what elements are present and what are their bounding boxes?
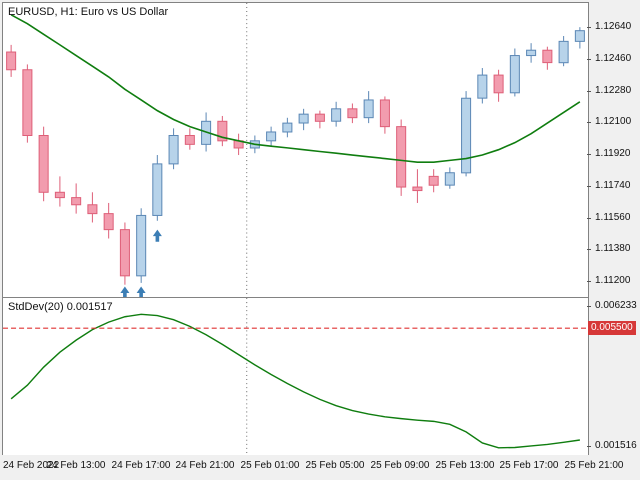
candle-body[interactable]	[444, 172, 455, 186]
price-tick	[587, 249, 591, 250]
price-tick	[587, 218, 591, 219]
price-label: 1.11200	[595, 275, 631, 286]
candle-body[interactable]	[347, 108, 358, 119]
candle-body[interactable]	[542, 49, 553, 64]
main-chart-plot[interactable]	[3, 3, 588, 299]
price-tick	[587, 281, 591, 282]
indicator-plot[interactable]	[3, 298, 588, 456]
candle-body[interactable]	[22, 69, 33, 136]
main-price-axis[interactable]: 1.12640 1.12460 1.12280 1.12100 1.11920 1.117…	[587, 2, 640, 297]
candle-body[interactable]	[266, 131, 277, 142]
candle-body[interactable]	[428, 175, 439, 186]
candle-body[interactable]	[54, 191, 65, 199]
level-price-badge[interactable]: 0.005500	[588, 321, 636, 335]
price-label: 1.12280	[595, 85, 632, 96]
price-tick	[587, 186, 591, 187]
candle-body[interactable]	[412, 186, 423, 192]
value-tick	[587, 446, 591, 447]
time-label: 25 Feb 21:00	[564, 460, 624, 471]
price-label: 1.11740	[595, 180, 631, 191]
candle-body[interactable]	[558, 40, 569, 64]
moving-average-line[interactable]	[10, 14, 581, 163]
price-label: 1.12460	[595, 53, 632, 64]
value-tick	[587, 306, 591, 307]
candle-body[interactable]	[379, 99, 390, 128]
candle-body[interactable]	[119, 229, 130, 277]
price-label: 1.11380	[595, 243, 631, 254]
price-tick	[587, 59, 591, 60]
candle-body[interactable]	[184, 134, 195, 145]
candle-body[interactable]	[87, 204, 98, 215]
candle-body[interactable]	[298, 113, 309, 124]
time-label: 25 Feb 01:00	[240, 460, 300, 471]
price-label: 1.11560	[595, 212, 631, 223]
candle-body[interactable]	[331, 108, 342, 122]
time-label: 24 Feb 21:00	[175, 460, 235, 471]
candle-body[interactable]	[217, 120, 228, 142]
main-chart-panel[interactable]: EURUSD, H1: Euro vs US Dollar	[2, 2, 589, 300]
price-label: 1.12100	[595, 116, 632, 127]
time-label: 25 Feb 13:00	[435, 460, 495, 471]
price-tick	[587, 91, 591, 92]
candle-body[interactable]	[38, 134, 49, 193]
price-label: 1.11920	[595, 148, 631, 159]
candle-body[interactable]	[526, 49, 537, 57]
buy-arrow-icon[interactable]	[152, 229, 162, 242]
candle-body[interactable]	[71, 197, 82, 206]
value-label: 0.006233	[595, 300, 637, 311]
candle-body[interactable]	[168, 134, 179, 165]
chart-title: EURUSD, H1: Euro vs US Dollar	[8, 6, 169, 18]
candle-body[interactable]	[152, 163, 163, 216]
candle-body[interactable]	[103, 213, 114, 231]
time-label: 25 Feb 05:00	[305, 460, 365, 471]
buy-arrow-icon[interactable]	[120, 286, 130, 299]
candle-body[interactable]	[509, 55, 520, 94]
candle-body[interactable]	[6, 51, 17, 71]
candle-body[interactable]	[461, 97, 472, 174]
price-label: 1.12640	[595, 21, 632, 32]
indicator-panel[interactable]: StdDev(20) 0.001517	[2, 297, 589, 457]
candle-body[interactable]	[574, 30, 585, 42]
buy-arrow-icon[interactable]	[136, 286, 146, 299]
candles-layer[interactable]	[6, 27, 585, 285]
candle-body[interactable]	[136, 214, 147, 277]
time-label: 25 Feb 09:00	[370, 460, 430, 471]
candle-body[interactable]	[314, 113, 325, 122]
indicator-label: StdDev(20) 0.001517	[8, 301, 113, 313]
time-label: 25 Feb 17:00	[499, 460, 559, 471]
price-tick	[587, 154, 591, 155]
stddev-line[interactable]	[10, 313, 580, 449]
time-label: 24 Feb 17:00	[111, 460, 171, 471]
time-label: 24 Feb 13:00	[46, 460, 106, 471]
time-axis[interactable]: 24 Feb 2022 24 Feb 13:00 24 Feb 17:00 24 Fe…	[0, 455, 640, 480]
price-tick	[587, 27, 591, 28]
candle-body[interactable]	[363, 99, 374, 119]
candle-body[interactable]	[493, 74, 504, 94]
time-label: 24 Feb 2022	[3, 460, 60, 471]
candle-body[interactable]	[282, 122, 293, 133]
value-label: 0.001516	[595, 440, 637, 451]
candle-body[interactable]	[396, 126, 407, 188]
indicator-value-axis[interactable]: 0.005500 0.006233 0.001516	[587, 297, 640, 455]
candle-body[interactable]	[477, 74, 488, 99]
price-tick	[587, 122, 591, 123]
